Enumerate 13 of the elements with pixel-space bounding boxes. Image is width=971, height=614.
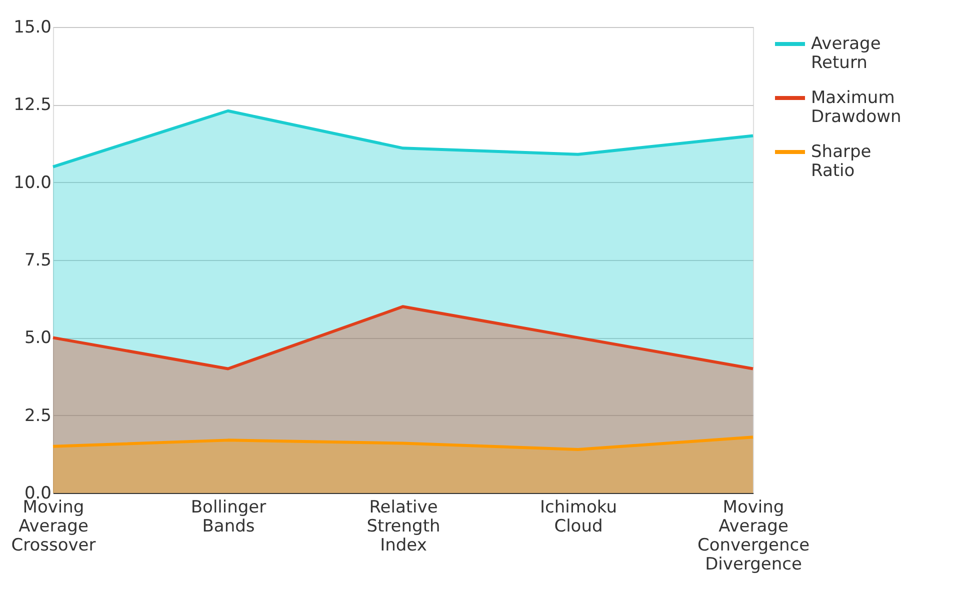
x-tick-label: Ichimoku Cloud — [540, 498, 617, 536]
legend-label: Average Return — [811, 34, 881, 73]
legend-label: Maximum Drawdown — [811, 88, 902, 127]
x-tick-label: Relative Strength Index — [366, 498, 440, 556]
y-tick-label: 5.0 — [24, 328, 52, 348]
legend-label: Sharpe Ratio — [811, 142, 872, 181]
y-tick-label: 2.5 — [24, 406, 52, 426]
y-tick-label: 10.0 — [14, 172, 52, 193]
y-tick-label: 15.0 — [14, 18, 52, 38]
x-tick-label: Bollinger Bands — [190, 498, 266, 536]
x-tick-label: Moving Average Convergence Divergence — [697, 498, 810, 574]
y-tick-label: 7.5 — [24, 250, 52, 270]
y-tick-label: 12.5 — [14, 95, 52, 116]
